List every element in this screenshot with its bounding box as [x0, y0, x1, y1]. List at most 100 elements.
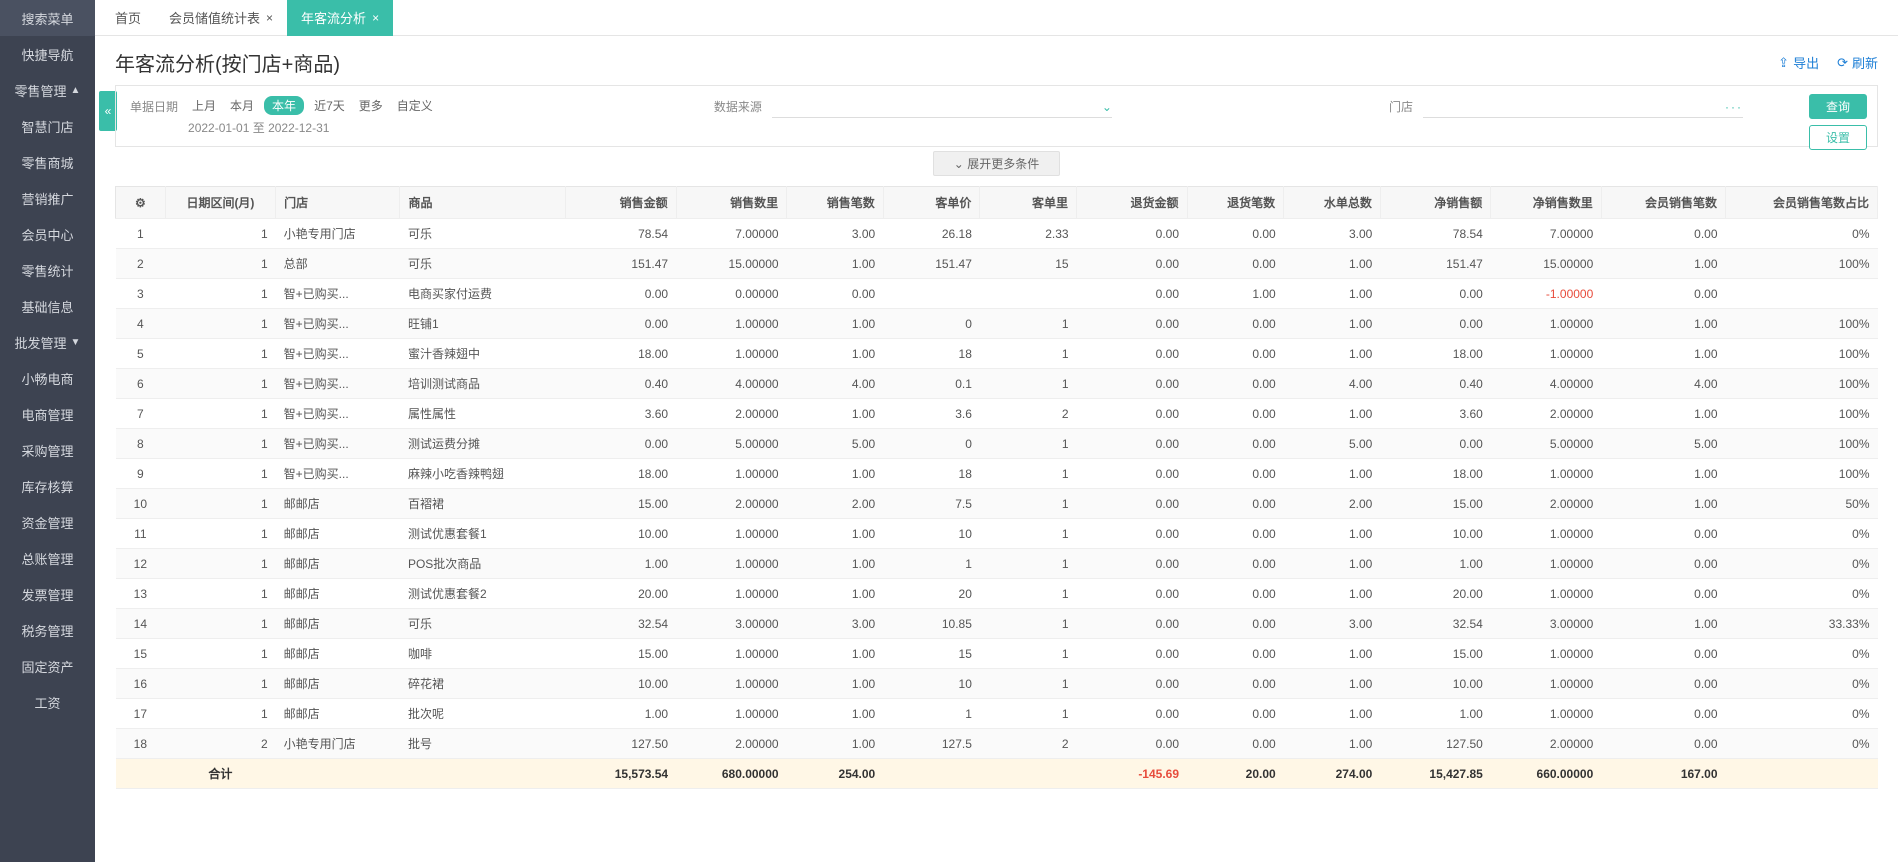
date-opt-1[interactable]: 本月 [226, 96, 258, 115]
sidebar-item-4[interactable]: 零售商城 [0, 144, 95, 180]
table-row[interactable]: 121邮邮店POS批次商品1.001.000001.00110.000.001.… [116, 549, 1878, 579]
table-row[interactable]: 161邮邮店碎花裙10.001.000001.001010.000.001.00… [116, 669, 1878, 699]
col-header-3[interactable]: 销售金额 [566, 187, 676, 219]
cell-product: 测试优惠套餐1 [400, 519, 566, 549]
sidebar-item-9[interactable]: 批发管理▼ [0, 324, 95, 360]
date-opt-2[interactable]: 本年 [264, 96, 304, 115]
query-button[interactable]: 查询 [1809, 94, 1867, 119]
close-icon[interactable]: × [372, 11, 379, 25]
tab-label: 会员储值统计表 [169, 8, 260, 27]
date-opt-0[interactable]: 上月 [188, 96, 220, 115]
source-select[interactable]: ⌄ [772, 96, 1112, 118]
table-row[interactable]: 71智+已购买...属性属性3.602.000001.003.620.000.0… [116, 399, 1878, 429]
sidebar-item-10[interactable]: 小畅电商 [0, 360, 95, 396]
col-header-6[interactable]: 客单价 [883, 187, 980, 219]
table-row[interactable]: 81智+已购买...测试运费分摊0.005.000005.00010.000.0… [116, 429, 1878, 459]
footer-sale_cnt: 254.00 [787, 759, 884, 789]
sidebar-item-12[interactable]: 采购管理 [0, 432, 95, 468]
date-range-text: 2022-01-01 至 2022-12-31 [188, 119, 437, 136]
cell-store: 总部 [276, 249, 400, 279]
cell-net_amt: 10.00 [1380, 519, 1490, 549]
col-header-2[interactable]: 商品 [400, 187, 566, 219]
date-opt-3[interactable]: 近7天 [310, 96, 349, 115]
sidebar-item-14[interactable]: 资金管理 [0, 504, 95, 540]
cell-mem_pct: 100% [1726, 429, 1878, 459]
cell-sale_qty: 7.00000 [676, 219, 786, 249]
cell-mem_pct: 100% [1726, 369, 1878, 399]
main-area: 首页会员储值统计表×年客流分析× 年客流分析(按门店+商品) ⇪ 导出 ⟳ 刷新… [95, 0, 1898, 862]
tab-0[interactable]: 首页 [101, 0, 155, 36]
table-row[interactable]: 131邮邮店测试优惠套餐220.001.000001.002010.000.00… [116, 579, 1878, 609]
sidebar-item-7[interactable]: 零售统计 [0, 252, 95, 288]
table-row[interactable]: 61智+已购买...培训测试商品0.404.000004.000.110.000… [116, 369, 1878, 399]
refresh-action[interactable]: ⟳ 刷新 [1837, 53, 1878, 72]
sidebar-item-17[interactable]: 税务管理 [0, 612, 95, 648]
close-icon[interactable]: × [266, 11, 273, 25]
col-header-9[interactable]: 退货笔数 [1187, 187, 1284, 219]
cell-ret_amt: 0.00 [1077, 429, 1187, 459]
footer-ret_cnt: 20.00 [1187, 759, 1284, 789]
sidebar-item-1[interactable]: 快捷导航 [0, 36, 95, 72]
sidebar-item-19[interactable]: 工资 [0, 684, 95, 720]
cell-avg_qty: 1 [980, 699, 1077, 729]
cell-sale_amt: 1.00 [566, 699, 676, 729]
col-header-7[interactable]: 客单里 [980, 187, 1077, 219]
data-table: ⚙日期区间(月)门店商品销售金额销售数里销售笔数客单价客单里退货金额退货笔数水单… [115, 186, 1878, 789]
cell-net_amt: 151.47 [1380, 249, 1490, 279]
table-row[interactable]: 141邮邮店可乐32.543.000003.0010.8510.000.003.… [116, 609, 1878, 639]
cell-ret_cnt: 0.00 [1187, 429, 1284, 459]
table-row[interactable]: 101邮邮店百褶裙15.002.000002.007.510.000.002.0… [116, 489, 1878, 519]
table-row[interactable]: 31智+已购买...电商买家付运费0.000.000000.000.001.00… [116, 279, 1878, 309]
table-row[interactable]: 151邮邮店咖啡15.001.000001.001510.000.001.001… [116, 639, 1878, 669]
setting-button[interactable]: 设置 [1809, 125, 1867, 150]
export-action[interactable]: ⇪ 导出 [1778, 53, 1819, 72]
sidebar-item-5[interactable]: 营销推广 [0, 180, 95, 216]
col-header-4[interactable]: 销售数里 [676, 187, 786, 219]
sidebar-item-6[interactable]: 会员中心 [0, 216, 95, 252]
table-row[interactable]: 51智+已购买...蜜汁香辣翅中18.001.000001.001810.000… [116, 339, 1878, 369]
sidebar-item-11[interactable]: 电商管理 [0, 396, 95, 432]
col-header-10[interactable]: 水单总数 [1284, 187, 1381, 219]
cell-net_amt: 18.00 [1380, 339, 1490, 369]
table-row[interactable]: 171邮邮店批次呢1.001.000001.00110.000.001.001.… [116, 699, 1878, 729]
sidebar-item-0[interactable]: 搜索菜单 [0, 0, 95, 36]
cell-ret_amt: 0.00 [1077, 669, 1187, 699]
tab-1[interactable]: 会员储值统计表 × [155, 0, 287, 36]
sidebar-item-8[interactable]: 基础信息 [0, 288, 95, 324]
date-opt-4[interactable]: 更多 [355, 96, 387, 115]
table-row[interactable]: 41智+已购买...旺铺10.001.000001.00010.000.001.… [116, 309, 1878, 339]
table-row[interactable]: 11小艳专用门店可乐78.547.000003.0026.182.330.000… [116, 219, 1878, 249]
sidebar-item-15[interactable]: 总账管理 [0, 540, 95, 576]
cell-ret_amt: 0.00 [1077, 369, 1187, 399]
cell-sale_qty: 1.00000 [676, 519, 786, 549]
col-header-1[interactable]: 门店 [276, 187, 400, 219]
col-header-12[interactable]: 净销售数里 [1491, 187, 1601, 219]
sidebar-item-16[interactable]: 发票管理 [0, 576, 95, 612]
table-row[interactable]: 21总部可乐151.4715.000001.00151.47150.000.00… [116, 249, 1878, 279]
col-header-8[interactable]: 退货金额 [1077, 187, 1187, 219]
sidebar-item-2[interactable]: 零售管理▲ [0, 72, 95, 108]
table-row[interactable]: 91智+已购买...麻辣小吃香辣鸭翅18.001.000001.001810.0… [116, 459, 1878, 489]
sidebar-item-3[interactable]: 智慧门店 [0, 108, 95, 144]
table-row[interactable]: 182小艳专用门店批号127.502.000001.00127.520.000.… [116, 729, 1878, 759]
cell-ret_cnt: 0.00 [1187, 489, 1284, 519]
cell-mem_cnt: 0.00 [1601, 669, 1725, 699]
date-opt-5[interactable]: 自定义 [393, 96, 437, 115]
sidebar-item-18[interactable]: 固定资产 [0, 648, 95, 684]
col-header-0[interactable]: 日期区间(月) [165, 187, 275, 219]
table-row[interactable]: 111邮邮店测试优惠套餐110.001.000001.001010.000.00… [116, 519, 1878, 549]
cell-total: 4.00 [1284, 369, 1381, 399]
col-header-13[interactable]: 会员销售笔数 [1601, 187, 1725, 219]
store-select[interactable]: ··· [1423, 96, 1743, 118]
table-wrap[interactable]: ⚙日期区间(月)门店商品销售金额销售数里销售笔数客单价客单里退货金额退货笔数水单… [95, 186, 1898, 862]
gear-icon[interactable]: ⚙ [116, 187, 166, 219]
footer-mem_pct [1726, 759, 1878, 789]
col-header-5[interactable]: 销售笔数 [787, 187, 884, 219]
tab-2[interactable]: 年客流分析× [287, 0, 393, 36]
cell-product: 蜜汁香辣翅中 [400, 339, 566, 369]
expand-more-button[interactable]: ⌄ 展开更多条件 [933, 151, 1060, 176]
sidebar-item-13[interactable]: 库存核算 [0, 468, 95, 504]
col-header-11[interactable]: 净销售额 [1380, 187, 1490, 219]
table-header-row: ⚙日期区间(月)门店商品销售金额销售数里销售笔数客单价客单里退货金额退货笔数水单… [116, 187, 1878, 219]
col-header-14[interactable]: 会员销售笔数占比 [1726, 187, 1878, 219]
